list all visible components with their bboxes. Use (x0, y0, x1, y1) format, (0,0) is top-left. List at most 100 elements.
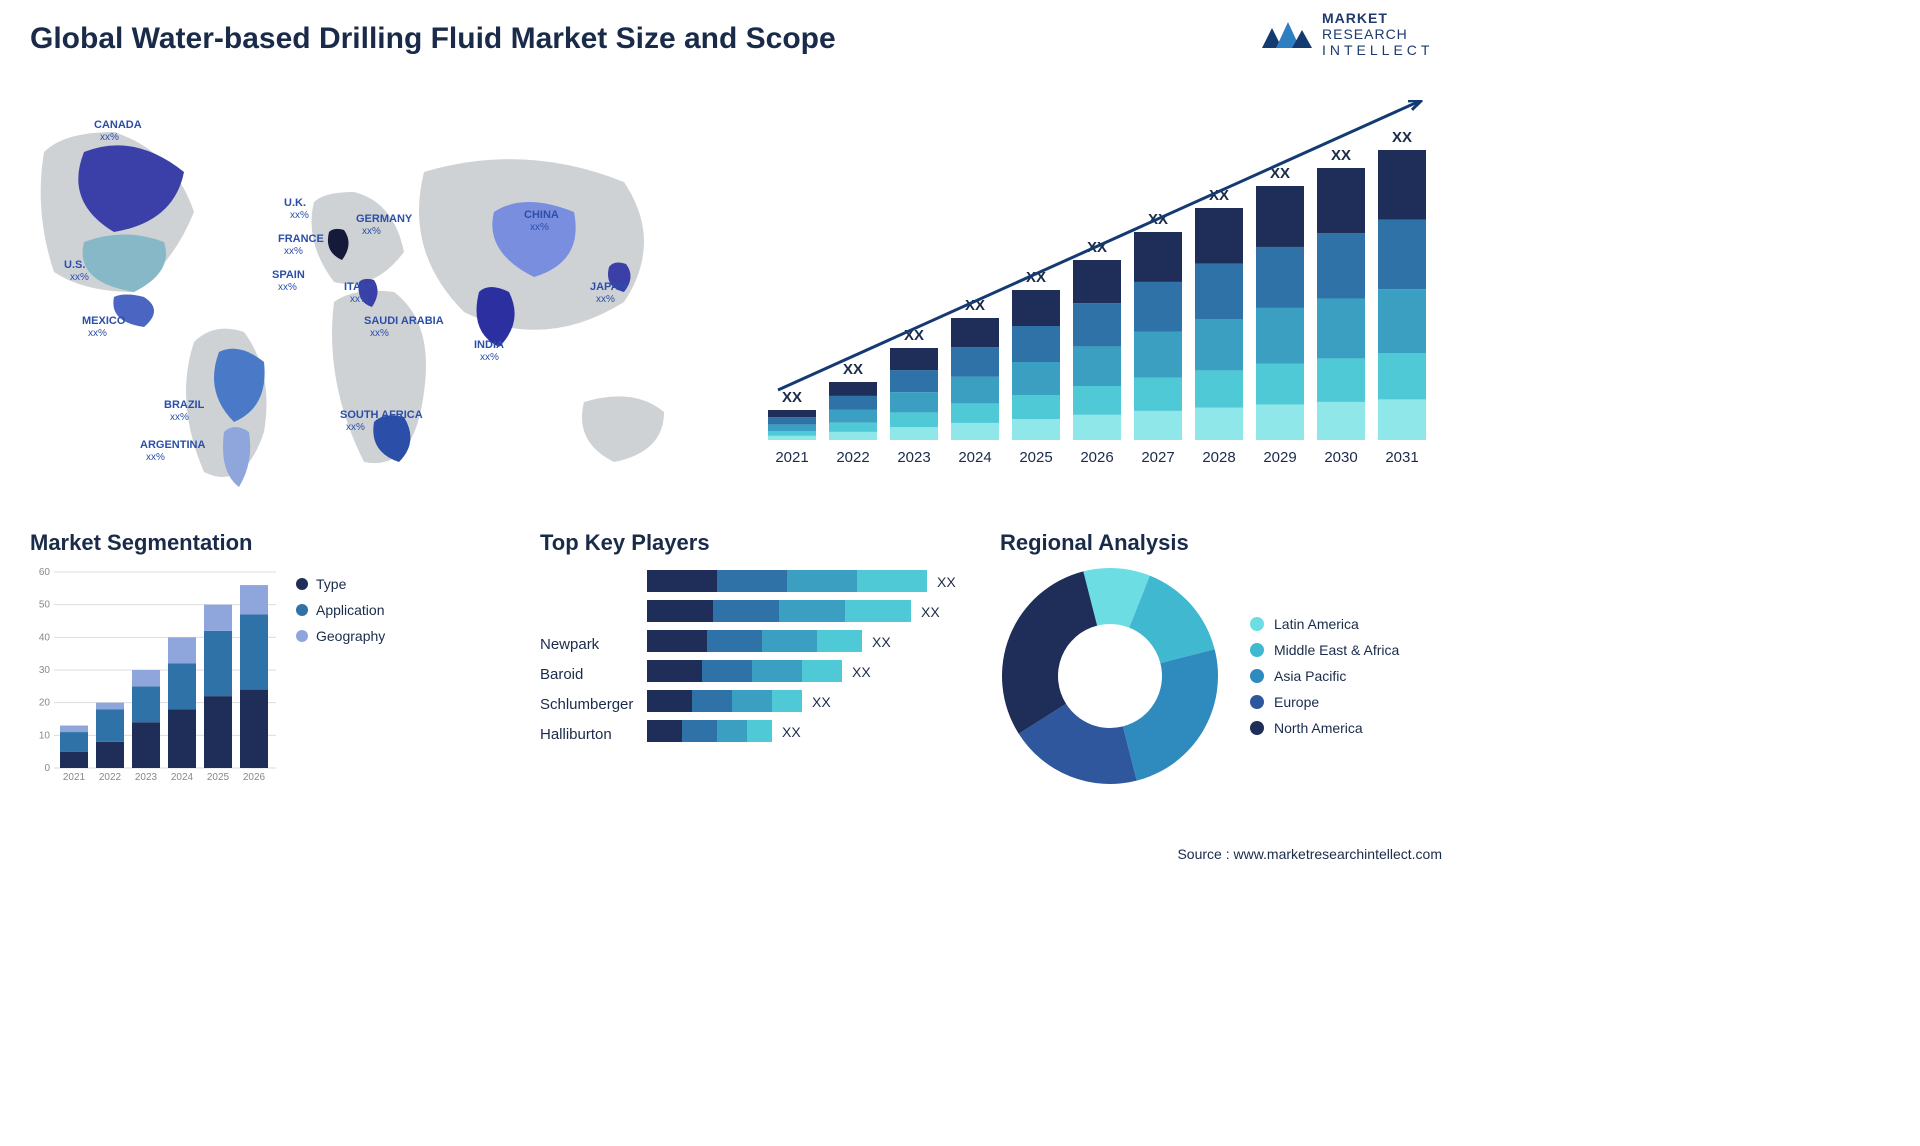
region-legend-item: Europe (1250, 694, 1399, 710)
map-country-value: xx% (346, 422, 365, 433)
seg-legend-label: Geography (316, 628, 385, 644)
region-legend-swatch (1250, 695, 1264, 709)
map-country-value: xx% (350, 294, 369, 305)
segmentation-panel: Market Segmentation 01020304050602021202… (30, 530, 500, 786)
seg-bar-segment (132, 722, 160, 768)
seg-legend-label: Application (316, 602, 385, 618)
regional-donut-chart (1000, 566, 1220, 786)
player-bar-segment (787, 570, 857, 592)
player-bar-segment (717, 570, 787, 592)
growth-bar-segment (829, 432, 877, 440)
seg-bar-segment (204, 605, 232, 631)
seg-bar-segment (60, 732, 88, 752)
map-country-value: xx% (290, 210, 309, 221)
player-bar-value: XX (872, 634, 891, 650)
growth-bar-segment (1012, 326, 1060, 362)
growth-year-label: 2025 (1019, 449, 1052, 466)
growth-bar-segment (1073, 415, 1121, 440)
segmentation-title: Market Segmentation (30, 530, 500, 556)
growth-bar-segment (1134, 378, 1182, 411)
growth-bar-segment (1134, 411, 1182, 440)
growth-bar-segment (890, 370, 938, 392)
growth-bar-segment (1256, 364, 1304, 405)
seg-year-label: 2025 (207, 772, 230, 783)
growth-bar-segment (1195, 264, 1243, 320)
world-map-panel: CANADAxx%U.S.xx%MEXICOxx%BRAZILxx%ARGENT… (24, 92, 714, 502)
growth-bar-segment (1195, 370, 1243, 407)
region-legend-label: Middle East & Africa (1274, 642, 1399, 658)
growth-bar-segment (1256, 247, 1304, 308)
seg-bar-segment (96, 703, 124, 710)
growth-bar-segment (1134, 282, 1182, 332)
growth-bar-segment (1317, 299, 1365, 359)
growth-bar-segment (1195, 408, 1243, 440)
svg-text:10: 10 (39, 730, 51, 741)
region-legend-swatch (1250, 721, 1264, 735)
player-bar-value: XX (782, 724, 801, 740)
regional-legend: Latin AmericaMiddle East & AfricaAsia Pa… (1250, 606, 1399, 746)
player-bar-segment (817, 630, 862, 652)
growth-bar-segment (951, 403, 999, 423)
seg-year-label: 2021 (63, 772, 86, 783)
seg-legend-item: Type (296, 576, 385, 592)
growth-bar-segment (1378, 399, 1426, 440)
map-country-label: FRANCE (278, 233, 324, 245)
player-bar-segment (692, 690, 732, 712)
growth-year-label: 2026 (1080, 449, 1113, 466)
page-title: Global Water-based Drilling Fluid Market… (30, 22, 836, 56)
svg-text:60: 60 (39, 567, 51, 578)
logo-text: MARKET RESEARCH INTELLECT (1322, 10, 1433, 58)
growth-year-label: 2031 (1385, 449, 1418, 466)
logo-mark-icon (1260, 14, 1314, 54)
player-label: Halliburton (540, 720, 633, 750)
svg-text:20: 20 (39, 698, 51, 709)
seg-legend-item: Geography (296, 628, 385, 644)
growth-bar-segment (1012, 362, 1060, 395)
growth-bar-segment (1378, 150, 1426, 220)
seg-bar-segment (60, 726, 88, 733)
svg-text:40: 40 (39, 632, 51, 643)
growth-year-label: 2028 (1202, 449, 1235, 466)
seg-legend-swatch (296, 604, 308, 616)
growth-bar-segment (768, 424, 816, 431)
region-legend-item: Latin America (1250, 616, 1399, 632)
map-country-value: xx% (362, 226, 381, 237)
growth-bar-segment (768, 410, 816, 417)
player-bar-segment (682, 720, 717, 742)
region-legend-swatch (1250, 669, 1264, 683)
map-country-value: xx% (278, 282, 297, 293)
svg-text:50: 50 (39, 600, 51, 611)
region-legend-label: Europe (1274, 694, 1319, 710)
growth-bar-segment (1073, 303, 1121, 346)
seg-legend-item: Application (296, 602, 385, 618)
seg-bar-segment (168, 663, 196, 709)
logo-line1: MARKET (1322, 10, 1433, 26)
map-country-label: BRAZIL (164, 399, 205, 411)
growth-year-label: 2024 (958, 449, 991, 466)
seg-year-label: 2024 (171, 772, 194, 783)
svg-text:30: 30 (39, 665, 51, 676)
region-legend-label: North America (1274, 720, 1363, 736)
logo-line2: RESEARCH (1322, 26, 1433, 42)
map-country-value: xx% (530, 222, 549, 233)
growth-bar-segment (829, 396, 877, 410)
player-label: Baroid (540, 660, 633, 690)
seg-bar-segment (96, 709, 124, 742)
growth-bar-segment (1317, 168, 1365, 233)
growth-bar-segment (890, 412, 938, 427)
map-country-value: xx% (170, 412, 189, 423)
player-bar-segment (732, 690, 772, 712)
player-bar-value: XX (852, 664, 871, 680)
seg-bar-segment (132, 686, 160, 722)
map-country-label: U.K. (284, 197, 306, 209)
growth-bar-segment (1378, 353, 1426, 399)
player-bar-segment (647, 600, 713, 622)
player-bar-segment (647, 630, 707, 652)
map-country-label: JAPAN (590, 281, 627, 293)
map-country-value: xx% (100, 132, 119, 143)
growth-bar-value: XX (1392, 129, 1412, 146)
seg-bar-segment (240, 614, 268, 689)
player-bar-value: XX (921, 604, 940, 620)
growth-bar-segment (1378, 289, 1426, 353)
growth-year-label: 2029 (1263, 449, 1296, 466)
